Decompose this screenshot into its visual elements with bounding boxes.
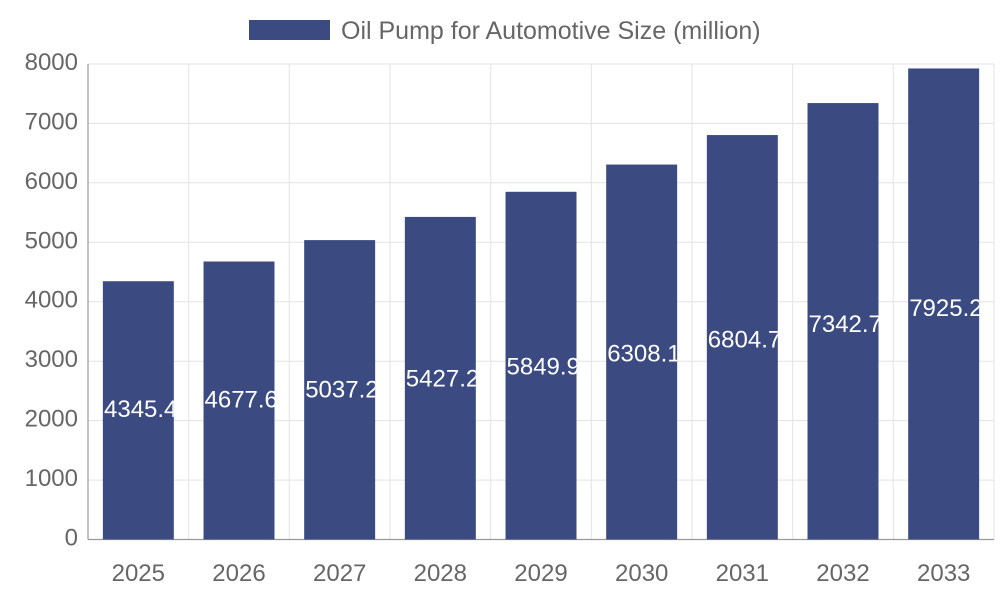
svg-text:5037.2: 5037.2 — [305, 376, 378, 403]
svg-text:5849.9: 5849.9 — [507, 353, 580, 380]
svg-text:0: 0 — [65, 525, 78, 552]
svg-text:2030: 2030 — [615, 560, 668, 587]
svg-text:6000: 6000 — [25, 168, 78, 195]
svg-text:2028: 2028 — [414, 560, 467, 587]
svg-text:2031: 2031 — [716, 560, 769, 587]
svg-text:2033: 2033 — [917, 560, 970, 587]
svg-text:5000: 5000 — [25, 227, 78, 254]
svg-text:Oil Pump for Automotive Size (: Oil Pump for Automotive Size (million) — [341, 17, 761, 45]
svg-text:7342.7: 7342.7 — [809, 311, 882, 338]
svg-text:3000: 3000 — [25, 346, 78, 373]
svg-text:2025: 2025 — [112, 560, 165, 587]
svg-text:7925.2: 7925.2 — [909, 295, 982, 322]
svg-text:1000: 1000 — [25, 465, 78, 492]
svg-text:5427.2: 5427.2 — [406, 365, 479, 392]
svg-text:4677.6: 4677.6 — [205, 386, 278, 413]
svg-text:2032: 2032 — [816, 560, 869, 587]
svg-text:6308.1: 6308.1 — [607, 340, 680, 367]
svg-text:4345.4: 4345.4 — [104, 396, 177, 423]
svg-text:4000: 4000 — [25, 287, 78, 314]
svg-text:2029: 2029 — [514, 560, 567, 587]
svg-text:2027: 2027 — [313, 560, 366, 587]
svg-text:8000: 8000 — [25, 49, 78, 76]
svg-text:2000: 2000 — [25, 406, 78, 433]
svg-text:7000: 7000 — [25, 108, 78, 135]
svg-text:2026: 2026 — [212, 560, 265, 587]
svg-text:6804.7: 6804.7 — [708, 326, 781, 353]
